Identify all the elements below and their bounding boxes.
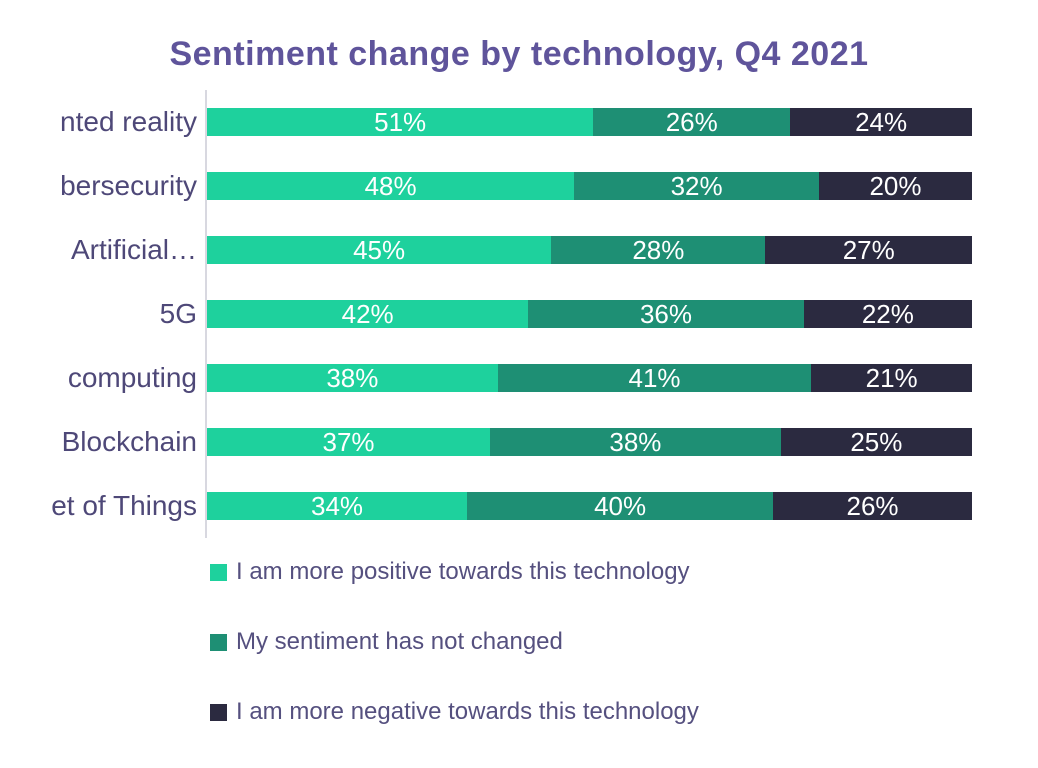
value-label: 22% <box>861 299 914 329</box>
value-label: 26% <box>665 107 718 137</box>
bar-segment-unchanged: 41% <box>497 363 812 393</box>
bar-segment-unchanged: 36% <box>528 299 804 329</box>
value-label: 51% <box>374 107 427 137</box>
stacked-bar: 37% 38% 25% <box>207 428 972 456</box>
value-label: 21% <box>865 363 918 393</box>
value-label: 24% <box>855 107 908 137</box>
bar-row: 5G 42% 36% 22% <box>0 282 972 346</box>
category-label: Blockchain <box>61 426 197 457</box>
legend-item-unchanged: My sentiment has not changed <box>210 628 699 655</box>
value-label: 40% <box>594 491 647 521</box>
category-label: computing <box>67 362 197 393</box>
bar-segment-negative: 27% <box>765 236 972 264</box>
y-axis-line <box>205 90 207 538</box>
category-label: Artificial… <box>70 234 197 265</box>
bar-segment-negative: 24% <box>790 108 972 136</box>
category-label: 5G <box>159 298 197 329</box>
bar-row: bersecurity 48% 32% 20% <box>0 154 972 218</box>
bar-segment-negative: 21% <box>811 364 972 392</box>
value-label: 38% <box>609 427 662 457</box>
bar-segment-positive: 48% <box>207 171 575 201</box>
bar-segment-negative: 22% <box>803 299 972 329</box>
bar-segment-positive: 45% <box>207 235 552 265</box>
value-label: 41% <box>628 363 681 393</box>
stacked-bar: 45% 28% 27% <box>207 236 972 264</box>
legend-swatch-positive <box>210 563 227 581</box>
value-label: 36% <box>639 299 693 329</box>
legend-swatch-unchanged <box>210 633 227 651</box>
bar-segment-unchanged: 40% <box>467 491 774 521</box>
legend-swatch-negative <box>210 703 227 721</box>
bar-row: et of Things 34% 40% 26% <box>0 474 972 538</box>
bar-segment-negative: 20% <box>818 171 972 201</box>
bar-segment-positive: 37% <box>207 427 491 457</box>
value-label: 42% <box>341 299 394 329</box>
legend-item-positive: I am more positive towards this technolo… <box>210 558 699 585</box>
category-label: et of Things <box>51 490 197 521</box>
legend-label-positive: I am more positive towards this technolo… <box>236 558 690 585</box>
bar-segment-unchanged: 28% <box>551 235 766 265</box>
bar-row: Artificial… 45% 28% 27% <box>0 218 972 282</box>
bar-segment-positive: 51% <box>207 107 594 137</box>
bar-segment-positive: 38% <box>207 364 498 392</box>
bar-segment-unchanged: 32% <box>574 172 819 200</box>
stacked-bar: 42% 36% 22% <box>207 300 972 328</box>
chart-title: Sentiment change by technology, Q4 2021 <box>169 35 869 73</box>
legend-item-negative: I am more negative towards this technolo… <box>210 698 699 725</box>
bar-row: nted reality 51% 26% 24% <box>0 90 972 154</box>
value-label: 28% <box>632 235 685 265</box>
value-label: 20% <box>869 171 922 201</box>
bar-segment-positive: 34% <box>207 491 468 521</box>
bar-row: Blockchain 37% 38% 25% <box>0 410 972 474</box>
value-label: 34% <box>311 491 364 521</box>
legend: I am more positive towards this technolo… <box>210 558 699 768</box>
stacked-bar: 48% 32% 20% <box>207 172 972 200</box>
value-label: 38% <box>326 363 379 393</box>
value-label: 37% <box>322 427 375 457</box>
value-label: 48% <box>364 171 417 201</box>
category-label: nted reality <box>60 106 197 137</box>
value-label: 26% <box>846 491 899 521</box>
value-label: 32% <box>670 171 723 201</box>
bar-rows: nted reality 51% 26% 24% bersecurity 48% 32% 20… <box>0 90 972 538</box>
bar-segment-unchanged: 26% <box>593 107 791 137</box>
bar-segment-negative: 26% <box>773 492 972 520</box>
bar-segment-negative: 25% <box>780 427 972 457</box>
legend-label-negative: I am more negative towards this technolo… <box>236 698 699 725</box>
value-label: 45% <box>353 235 406 265</box>
stacked-bar: 51% 26% 24% <box>207 108 972 136</box>
legend-label-unchanged: My sentiment has not changed <box>236 628 563 655</box>
category-label: bersecurity <box>60 170 197 201</box>
bar-segment-positive: 42% <box>207 299 529 329</box>
stacked-bar: 38% 41% 21% <box>207 364 972 392</box>
bar-segment-unchanged: 38% <box>490 428 781 456</box>
value-label: 27% <box>842 235 895 265</box>
value-label: 25% <box>850 427 903 457</box>
plot-area: nted reality 51% 26% 24% bersecurity 48% 32% 20… <box>0 90 972 538</box>
bar-row: computing 38% 41% 21% <box>0 346 972 410</box>
stacked-bar: 34% 40% 26% <box>207 492 972 520</box>
